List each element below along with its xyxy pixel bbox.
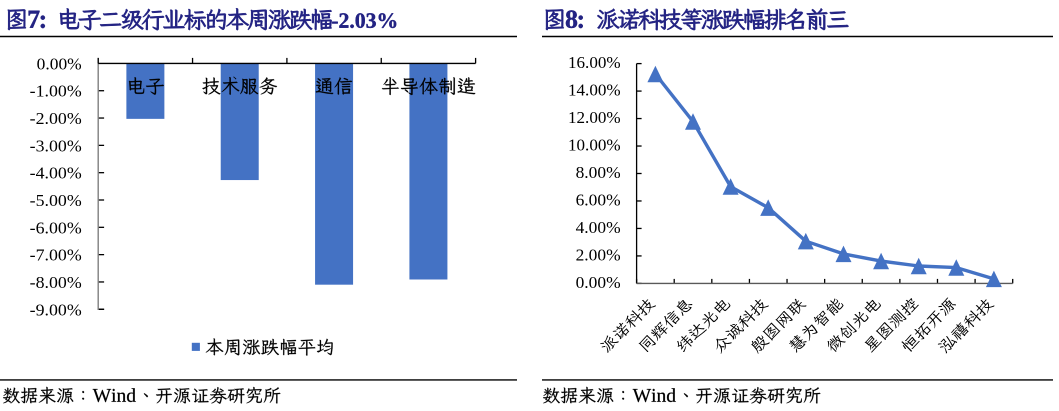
- svg-text:6.00%: 6.00%: [576, 191, 621, 210]
- svg-text:2.00%: 2.00%: [576, 246, 621, 265]
- svg-text:0.00%: 0.00%: [576, 273, 621, 292]
- svg-text:-6.00%: -6.00%: [30, 218, 82, 237]
- svg-text:8.00%: 8.00%: [576, 163, 621, 182]
- svg-text:-3.00%: -3.00%: [30, 136, 82, 155]
- svg-text:-8.00%: -8.00%: [30, 273, 82, 292]
- svg-text:10.00%: 10.00%: [568, 136, 621, 155]
- svg-text:-1.00%: -1.00%: [30, 82, 82, 101]
- svg-text:16.00%: 16.00%: [568, 53, 621, 72]
- svg-text:-5.00%: -5.00%: [30, 191, 82, 210]
- svg-text:0.00%: 0.00%: [37, 54, 82, 73]
- svg-text:12.00%: 12.00%: [568, 108, 621, 127]
- svg-text:-7.00%: -7.00%: [30, 246, 82, 265]
- svg-text:-2.00%: -2.00%: [30, 109, 82, 128]
- svg-text:4.00%: 4.00%: [576, 218, 621, 237]
- svg-text:14.00%: 14.00%: [568, 81, 621, 100]
- svg-text:-9.00%: -9.00%: [30, 300, 82, 319]
- svg-text:-4.00%: -4.00%: [30, 164, 82, 183]
